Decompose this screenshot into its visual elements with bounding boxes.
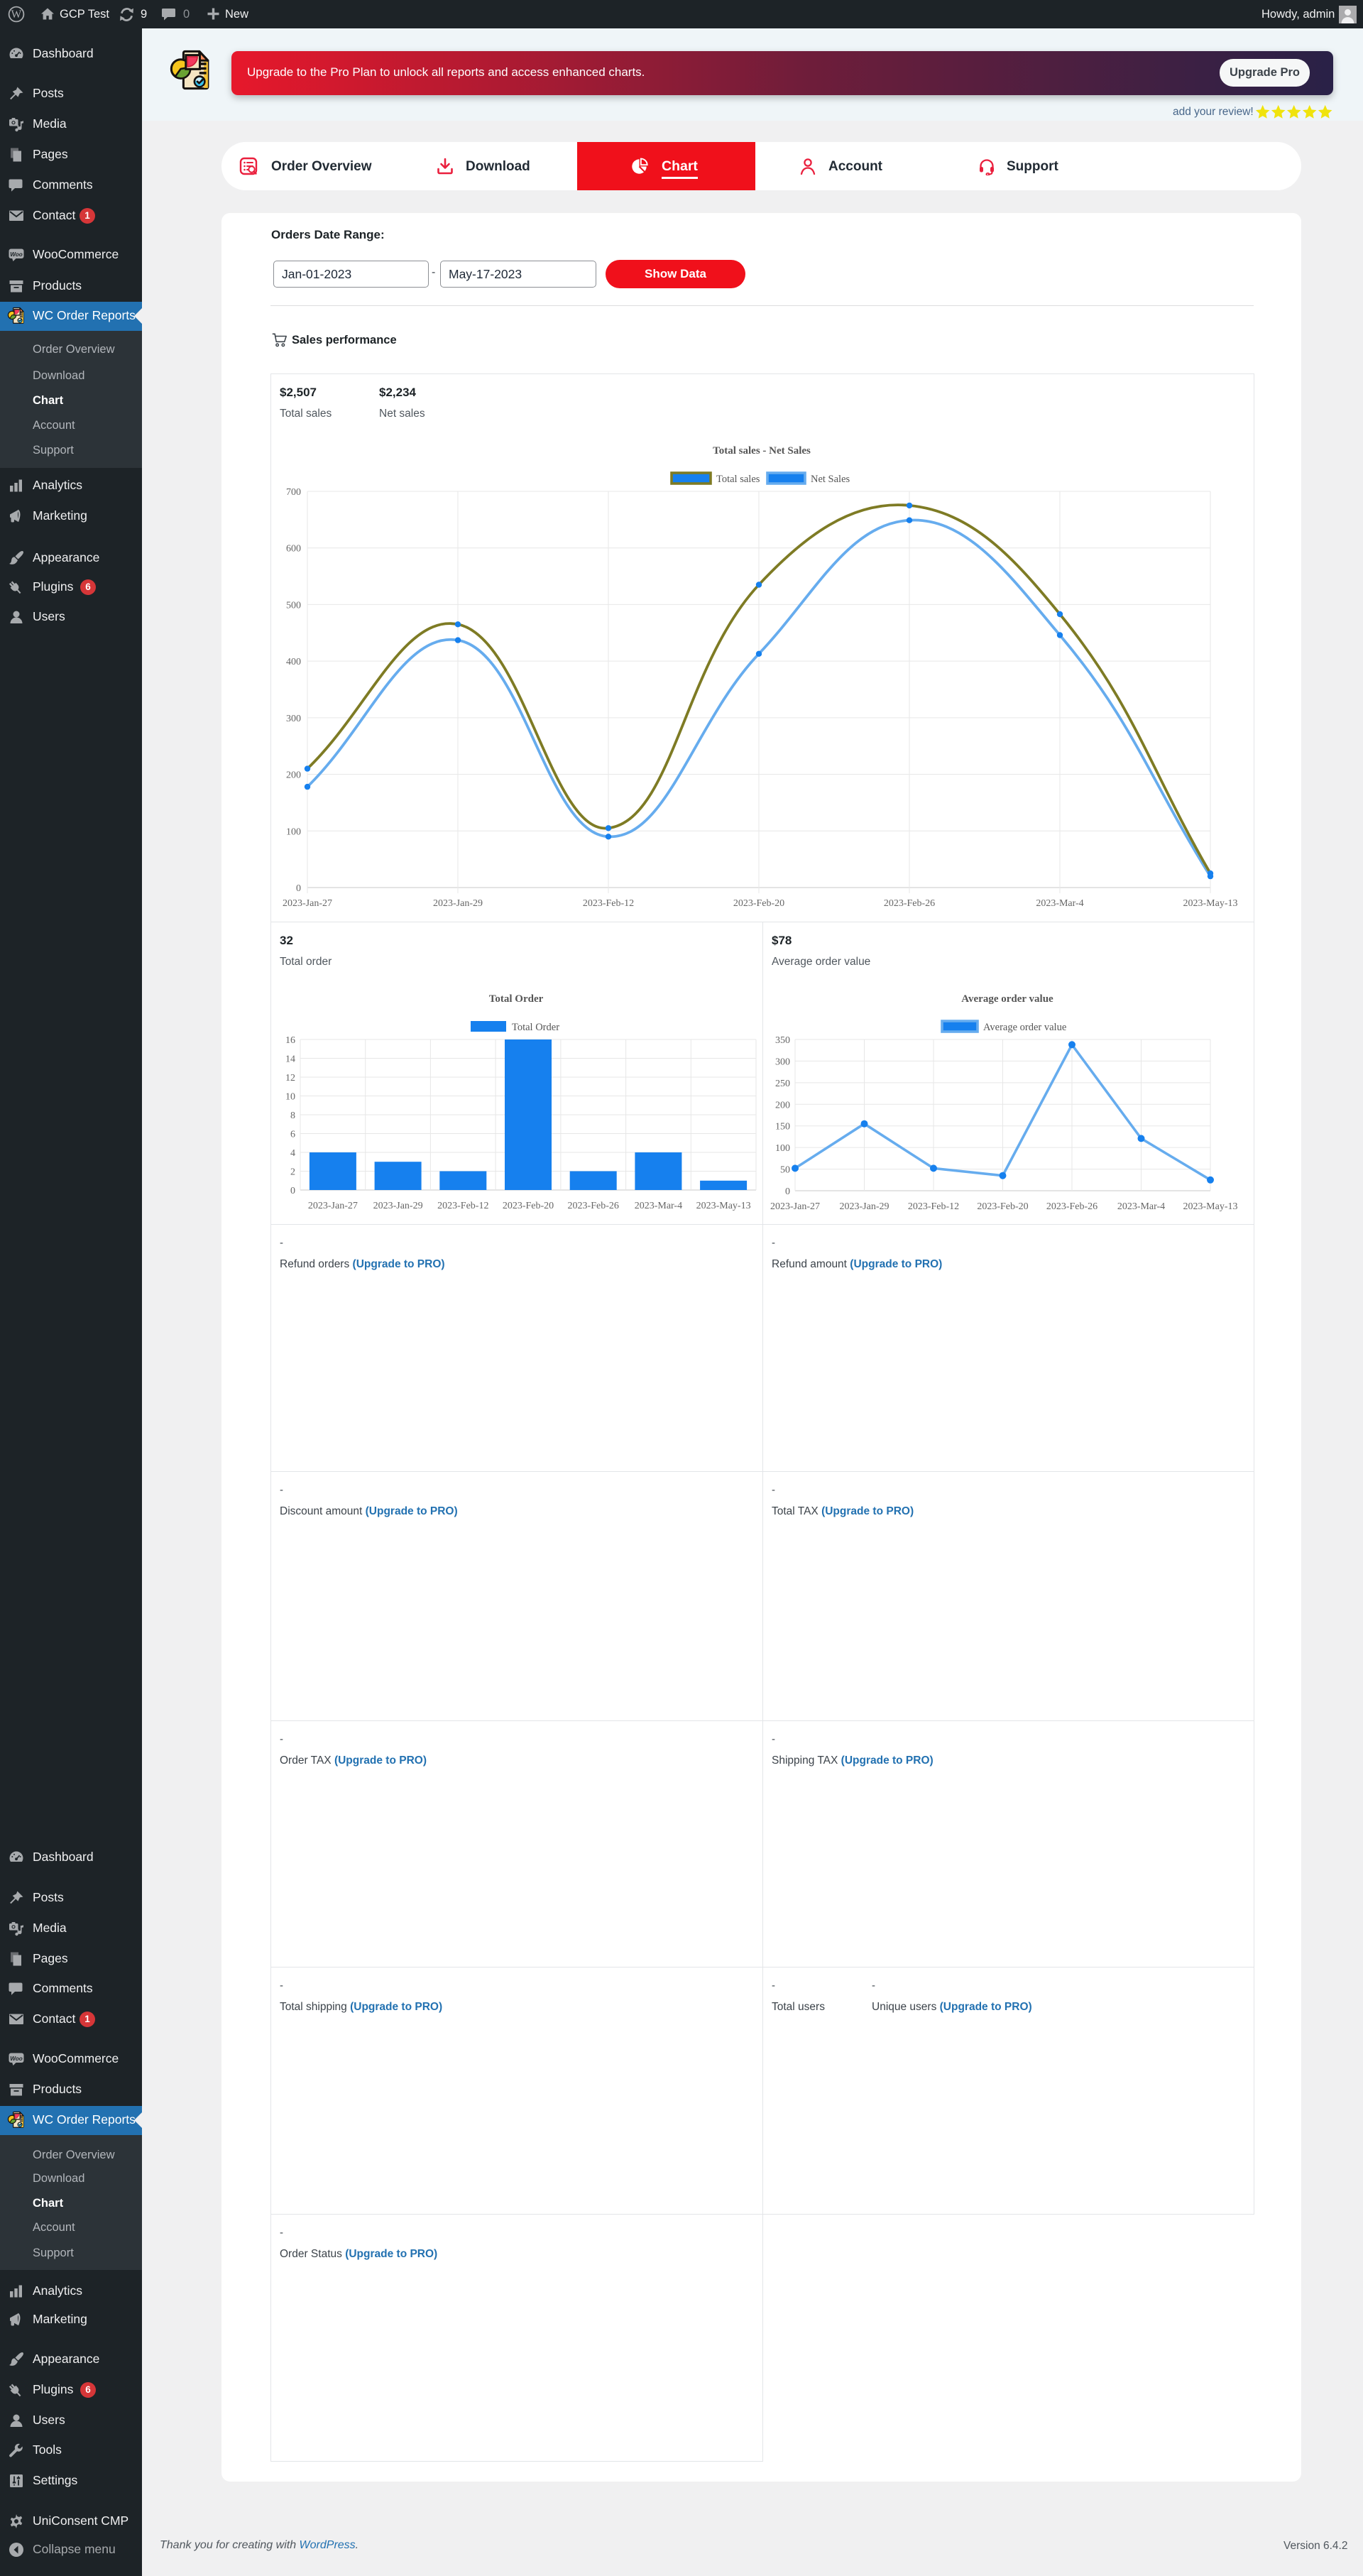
svg-text:0: 0	[296, 883, 301, 894]
svg-text:Average order value: Average order value	[961, 993, 1053, 1005]
svg-text:2023-Mar-4: 2023-Mar-4	[1036, 898, 1083, 909]
svg-text:0: 0	[785, 1186, 790, 1197]
svg-text:400: 400	[286, 657, 301, 667]
svg-text:50: 50	[780, 1165, 790, 1176]
svg-text:2023-May-13: 2023-May-13	[1183, 898, 1238, 909]
svg-text:2023-Feb-12: 2023-Feb-12	[908, 1201, 959, 1212]
svg-text:W: W	[11, 9, 22, 21]
svg-text:2023-Feb-26: 2023-Feb-26	[884, 898, 935, 909]
svg-text:Average order value: Average order value	[983, 1022, 1066, 1033]
svg-text:2023-May-13: 2023-May-13	[696, 1201, 751, 1211]
svg-text:2023-Feb-26: 2023-Feb-26	[1046, 1201, 1097, 1212]
svg-text:2023-Mar-4: 2023-Mar-4	[1117, 1201, 1165, 1212]
svg-text:300: 300	[286, 714, 301, 724]
svg-text:100: 100	[286, 826, 301, 837]
svg-text:200: 200	[775, 1100, 790, 1110]
svg-text:2023-Feb-20: 2023-Feb-20	[733, 898, 784, 909]
svg-text:2: 2	[290, 1167, 295, 1178]
svg-text:6: 6	[290, 1130, 295, 1140]
svg-text:2023-Jan-27: 2023-Jan-27	[283, 898, 332, 909]
svg-text:2023-Feb-12: 2023-Feb-12	[437, 1201, 488, 1211]
svg-text:2023-Feb-20: 2023-Feb-20	[977, 1201, 1028, 1212]
svg-text:2023-Mar-4: 2023-Mar-4	[635, 1201, 682, 1211]
svg-text:250: 250	[775, 1079, 790, 1089]
svg-text:Total sales - Net Sales: Total sales - Net Sales	[713, 445, 811, 457]
svg-text:2023-Feb-26: 2023-Feb-26	[568, 1201, 619, 1211]
svg-text:2023-Jan-29: 2023-Jan-29	[373, 1201, 423, 1211]
svg-text:2023-Jan-27: 2023-Jan-27	[770, 1201, 820, 1212]
svg-text:0: 0	[290, 1186, 295, 1196]
svg-text:350: 350	[775, 1035, 790, 1046]
svg-text:Total Order: Total Order	[512, 1022, 559, 1033]
svg-text:2023-Feb-12: 2023-Feb-12	[583, 898, 634, 909]
svg-text:14: 14	[285, 1054, 295, 1065]
svg-text:10: 10	[285, 1092, 295, 1103]
svg-text:500: 500	[286, 600, 301, 611]
svg-text:4: 4	[290, 1148, 295, 1159]
svg-text:2023-Jan-29: 2023-Jan-29	[840, 1201, 889, 1212]
svg-text:600: 600	[286, 544, 301, 555]
svg-text:200: 200	[286, 770, 301, 781]
svg-text:Woo: Woo	[10, 251, 23, 258]
svg-text:Total Order: Total Order	[489, 993, 544, 1005]
svg-text:Total sales: Total sales	[716, 474, 760, 485]
svg-text:300: 300	[775, 1057, 790, 1067]
svg-text:Woo: Woo	[10, 2056, 23, 2062]
svg-text:700: 700	[286, 487, 301, 498]
svg-text:Net Sales: Net Sales	[811, 474, 850, 485]
svg-text:16: 16	[285, 1035, 295, 1046]
svg-text:12: 12	[285, 1073, 295, 1084]
svg-text:100: 100	[775, 1143, 790, 1154]
svg-text:2023-Jan-27: 2023-Jan-27	[308, 1201, 358, 1211]
svg-text:2023-Jan-29: 2023-Jan-29	[433, 898, 483, 909]
svg-text:2023-Feb-20: 2023-Feb-20	[503, 1201, 554, 1211]
svg-text:2023-May-13: 2023-May-13	[1183, 1201, 1238, 1212]
svg-text:8: 8	[290, 1110, 295, 1121]
svg-text:150: 150	[775, 1122, 790, 1133]
